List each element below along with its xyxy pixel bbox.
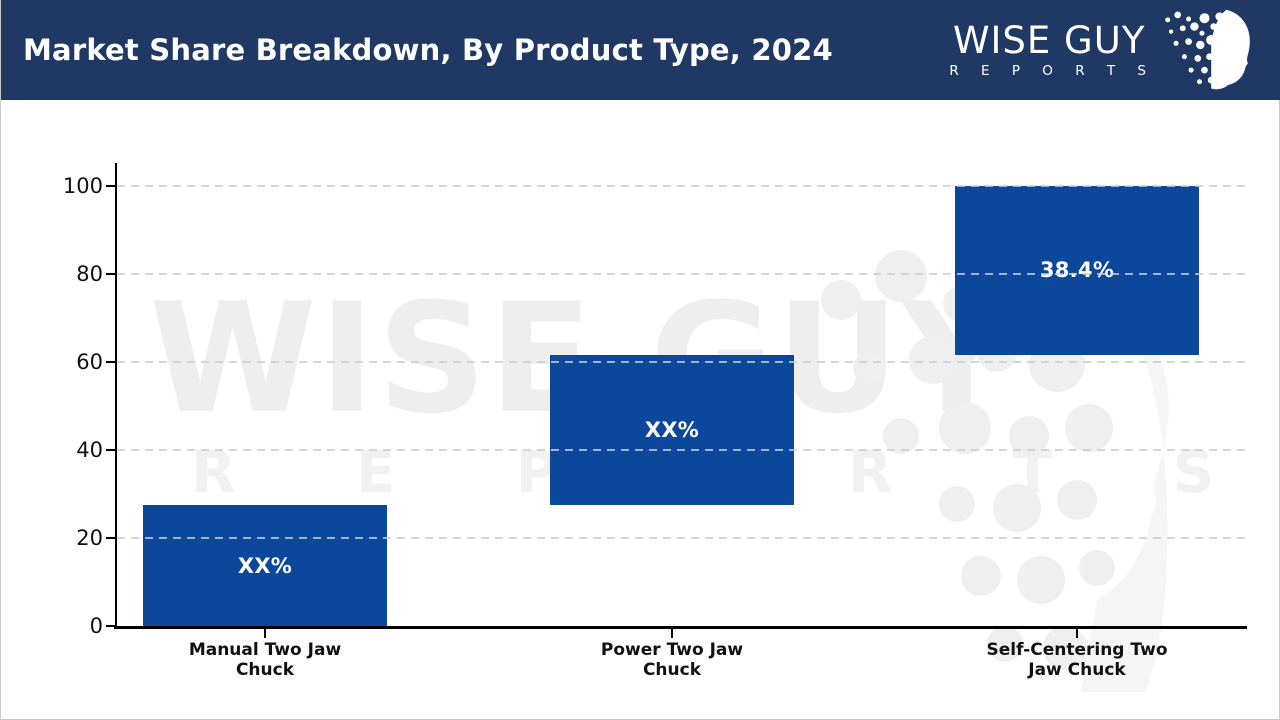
logo-face-icon xyxy=(1165,9,1250,90)
y-tick-label: 60 xyxy=(76,350,103,374)
y-tick-label: 100 xyxy=(62,174,103,198)
y-tick-mark xyxy=(106,361,115,363)
y-tick-mark xyxy=(106,625,115,627)
gridline xyxy=(117,537,1246,539)
y-tick-label: 80 xyxy=(76,262,103,286)
x-axis xyxy=(114,626,1247,629)
wiseguy-logo: WISE GUY R E P O R T S xyxy=(943,8,1253,92)
x-category-label: Self-Centering Two Jaw Chuck xyxy=(986,640,1168,680)
logo-wordmark: WISE GUY xyxy=(952,18,1146,62)
bar-segment: XX% xyxy=(143,505,387,626)
gridline xyxy=(117,273,1246,275)
x-category-label: Power Two Jaw Chuck xyxy=(600,640,744,680)
y-tick-mark xyxy=(106,537,115,539)
header: Market Share Breakdown, By Product Type,… xyxy=(1,0,1280,100)
y-tick-label: 20 xyxy=(76,526,103,550)
gridline xyxy=(117,449,1246,451)
logo-text: WISE GUY R E P O R T S xyxy=(943,22,1155,79)
y-axis xyxy=(115,163,117,629)
y-tick-label: 40 xyxy=(76,438,103,462)
y-tick-label: 0 xyxy=(89,614,103,638)
x-tick-mark xyxy=(1076,629,1078,638)
bar-segment: XX% xyxy=(550,354,794,505)
x-tick-mark xyxy=(264,629,266,638)
bar-segment: 38.4% xyxy=(955,186,1199,355)
x-tick-mark xyxy=(671,629,673,638)
bar-value-label: XX% xyxy=(644,417,700,442)
x-category-label: Manual Two Jaw Chuck xyxy=(188,640,342,680)
chart: XX% XX% 38.4% 0 20 40 60 80 100 Manual Two Jaw Ch… xyxy=(1,100,1280,712)
page-title: Market Share Breakdown, By Product Type,… xyxy=(23,33,833,67)
gridline xyxy=(117,361,1246,363)
gridline xyxy=(117,185,1246,187)
bar-value-label: 38.4% xyxy=(1039,258,1115,283)
y-tick-mark xyxy=(106,185,115,187)
y-tick-mark xyxy=(106,273,115,275)
bar-value-label: XX% xyxy=(237,553,293,578)
logo-subtitle: R E P O R T S xyxy=(949,62,1155,79)
y-tick-mark xyxy=(106,449,115,451)
